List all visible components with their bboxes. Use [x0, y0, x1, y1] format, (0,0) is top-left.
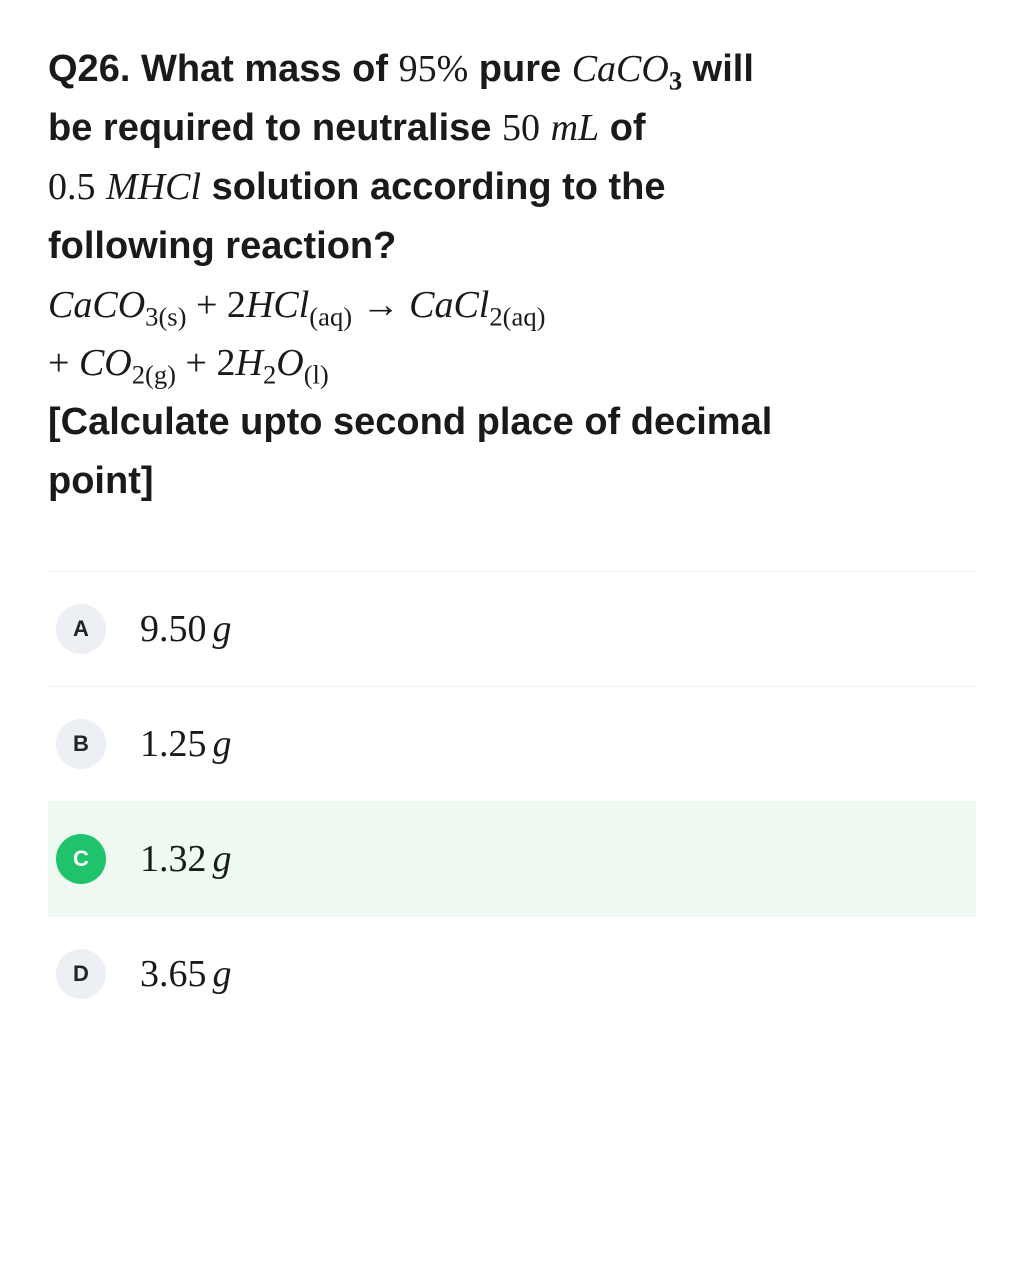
equation-line-1: CaCO3(s) + 2HCl(aq) → CaCl2(aq)	[48, 276, 976, 335]
option-c[interactable]: C 1.32g	[48, 801, 976, 916]
question-label: Q26.	[48, 48, 130, 90]
q-line2-b: of	[599, 107, 645, 149]
eq2-c-sub: (l)	[304, 360, 329, 390]
question-note-1: [Calculate upto second place of decimal	[48, 393, 976, 452]
option-text: 1.32g	[140, 837, 232, 881]
eq2-b: H	[235, 342, 262, 384]
option-a[interactable]: A 9.50g	[48, 571, 976, 686]
q-line4: following reaction?	[48, 225, 396, 267]
eq1-b: HCl	[246, 284, 309, 326]
option-text: 1.25g	[140, 722, 232, 766]
equation-line-2: + CO2(g) + 2H2O(l)	[48, 334, 976, 393]
option-b[interactable]: B 1.25g	[48, 686, 976, 801]
q-compound1: CaCO	[572, 48, 669, 90]
q-line1-b: pure	[468, 48, 571, 90]
options-list: A 9.50g B 1.25g C 1.32g D 3.65g	[48, 571, 976, 1031]
eq2-c: O	[276, 342, 303, 384]
option-unit: g	[213, 838, 232, 880]
q-line1-a: What mass of	[141, 48, 399, 90]
option-value: 1.32	[140, 838, 207, 880]
eq2-b-sub1: 2	[263, 360, 276, 390]
option-badge: C	[56, 834, 106, 884]
eq2-a-sub: 2(g)	[132, 360, 176, 390]
option-value: 3.65	[140, 953, 207, 995]
q-line1-c: will	[682, 48, 754, 90]
option-badge: D	[56, 949, 106, 999]
eq1-arrow: →	[352, 284, 409, 326]
eq1-c: CaCl	[409, 284, 489, 326]
q-compound1-sub: 3	[669, 66, 682, 96]
eq2-plus1: +	[48, 342, 79, 384]
eq1-b-sub: (aq)	[309, 301, 352, 331]
option-badge: A	[56, 604, 106, 654]
q-line2-a: be required to neutralise	[48, 107, 502, 149]
option-unit: g	[213, 953, 232, 995]
option-d[interactable]: D 3.65g	[48, 916, 976, 1031]
question-line-2: be required to neutralise 50 mL of	[48, 99, 976, 158]
question-note-2: point]	[48, 452, 976, 511]
eq1-c-sub: 2(aq)	[489, 301, 545, 331]
question-block: Q26. What mass of 95% pure CaCO3 will be…	[48, 40, 976, 511]
option-text: 3.65g	[140, 952, 232, 996]
eq2-a: CO	[79, 342, 132, 384]
option-badge: B	[56, 719, 106, 769]
eq1-a: CaCO	[48, 284, 145, 326]
option-value: 1.25	[140, 723, 207, 765]
option-value: 9.50	[140, 608, 207, 650]
q-line3-form: HCl	[138, 166, 201, 208]
question-line-3: 0.5 MHCl solution according to the	[48, 158, 976, 217]
q-line3-a: 0.5	[48, 166, 96, 208]
option-text: 9.50g	[140, 607, 232, 651]
q-line3-b: solution according to the	[201, 166, 665, 208]
eq1-a-sub: 3(s)	[145, 301, 186, 331]
option-unit: g	[213, 723, 232, 765]
q-percent: 95%	[399, 48, 469, 90]
eq2-plus2: + 2	[176, 342, 235, 384]
option-unit: g	[213, 608, 232, 650]
eq1-plus1: + 2	[187, 284, 246, 326]
question-line-4: following reaction?	[48, 217, 976, 276]
q-line3-unit: M	[106, 166, 138, 208]
q-volnum: 50	[502, 107, 540, 149]
q-volunit: mL	[551, 107, 600, 149]
question-line-1: Q26. What mass of 95% pure CaCO3 will	[48, 40, 976, 99]
